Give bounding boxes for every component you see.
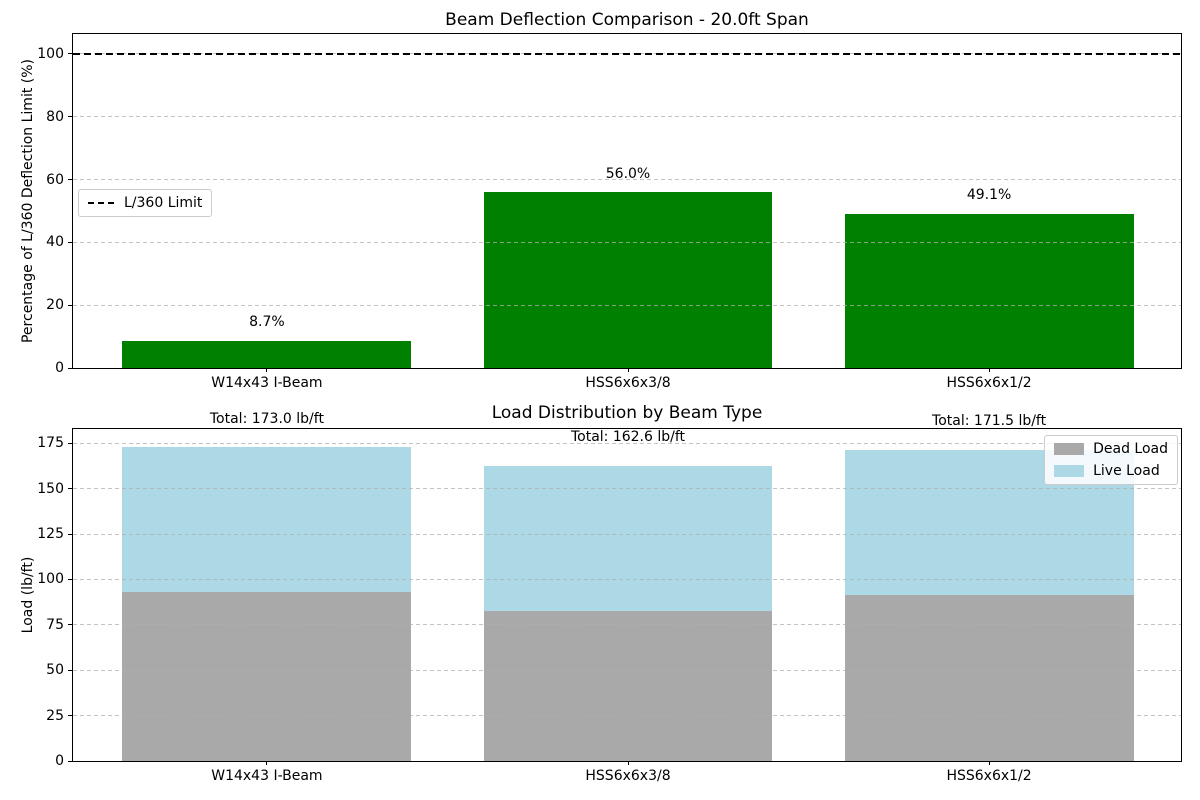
total-label: Total: 173.0 lb/ft [209,410,324,427]
deflection-chart: Beam Deflection Comparison - 20.0ft Span… [20,10,1182,391]
x-tick-label: W14x43 I-Beam [211,375,323,391]
y-tick-label: 100 [37,571,64,588]
y-tick-mark [68,367,73,369]
bar-value-label: 8.7% [249,314,285,331]
gridline [73,179,1181,181]
x-tick-mark [266,368,268,372]
y-tick-mark [68,304,73,306]
x-tick-label: W14x43 I-Beam [211,768,323,784]
legend-label: Dead Load [1093,441,1168,457]
y-tick-mark [68,624,73,626]
bar-value [844,213,1134,368]
gridline [73,442,1181,444]
y-tick-label: 125 [37,526,64,543]
y-tick-label: 25 [46,707,64,724]
deflection-plot-area: Beam Deflection Comparison - 20.0ft Span… [20,10,1182,391]
y-tick-mark [68,669,73,671]
y-tick-label: 40 [46,234,64,251]
gridline [73,578,1181,580]
y-tick-mark [68,179,73,181]
legend: Dead Load Live Load [1044,435,1178,485]
y-tick-label: 60 [46,171,64,188]
y-tick-mark [68,53,73,55]
y-tick-label: 50 [46,662,64,679]
y-tick-mark [68,241,73,243]
total-label: Total: 162.6 lb/ft [570,429,686,446]
x-tick-mark [266,761,268,765]
bar-value [122,340,412,368]
bar-value [483,192,773,368]
bar-live-load [122,446,412,593]
x-tick-label: HSS6x6x1/2 [946,375,1032,391]
legend-label: L/360 Limit [124,195,203,211]
x-tick-label: HSS6x6x3/8 [585,375,671,391]
deflection-y-axis-label: Percentage of L/360 Deflection Limit (%) [20,58,36,344]
bar-value-label: 56.0% [605,165,651,182]
x-tick-label: HSS6x6x3/8 [585,768,671,784]
gridline [73,304,1181,306]
load-y-axis-label: Load (lb/ft) [20,556,36,634]
x-tick-mark [627,761,629,765]
y-tick-mark [68,715,73,717]
y-tick-label: 75 [46,616,64,633]
limit-reference-line [73,52,1181,55]
gridline [73,241,1181,243]
y-tick-mark [68,578,73,580]
load-plot-area: Load Distribution by Beam Type Load (lb/… [20,403,1182,784]
y-tick-label: 0 [55,753,64,769]
legend: L/360 Limit [78,189,213,217]
bar-dead-load [483,611,773,761]
gridline [73,669,1181,671]
bar-value-label: 49.1% [966,187,1012,204]
legend-patch-marker [1054,465,1085,477]
y-tick-mark [68,760,73,762]
deflection-chart-title: Beam Deflection Comparison - 20.0ft Span [445,10,809,30]
y-tick-label: 175 [37,435,64,452]
y-tick-mark [68,116,73,118]
legend-patch-marker [1054,443,1085,455]
gridline [73,116,1181,118]
y-tick-label: 0 [55,360,64,376]
y-tick-mark [68,442,73,444]
legend-entry: Dead Load [1054,441,1168,457]
y-tick-mark [68,533,73,535]
gridline [73,488,1181,490]
y-tick-mark [68,488,73,490]
x-tick-mark [627,368,629,372]
x-tick-mark [988,761,990,765]
gridline [73,533,1181,535]
legend-dashed-line-marker [88,202,115,204]
legend-entry: Live Load [1054,463,1168,479]
y-tick-label: 150 [37,480,64,497]
bar-dead-load [844,594,1134,761]
gridline [73,624,1181,626]
x-tick-mark [988,368,990,372]
gridline [73,715,1181,717]
total-label: Total: 171.5 lb/ft [932,413,1047,430]
y-tick-label: 100 [37,45,64,62]
bar-live-load [483,465,773,612]
load-chart-title: Load Distribution by Beam Type [491,403,763,423]
y-tick-label: 20 [46,297,64,314]
bar-dead-load [122,592,412,761]
legend-entry: L/360 Limit [88,195,202,211]
load-distribution-chart: Load Distribution by Beam Type Load (lb/… [20,403,1182,784]
x-tick-label: HSS6x6x1/2 [946,768,1032,784]
legend-label: Live Load [1093,463,1160,479]
y-tick-label: 80 [46,108,64,125]
